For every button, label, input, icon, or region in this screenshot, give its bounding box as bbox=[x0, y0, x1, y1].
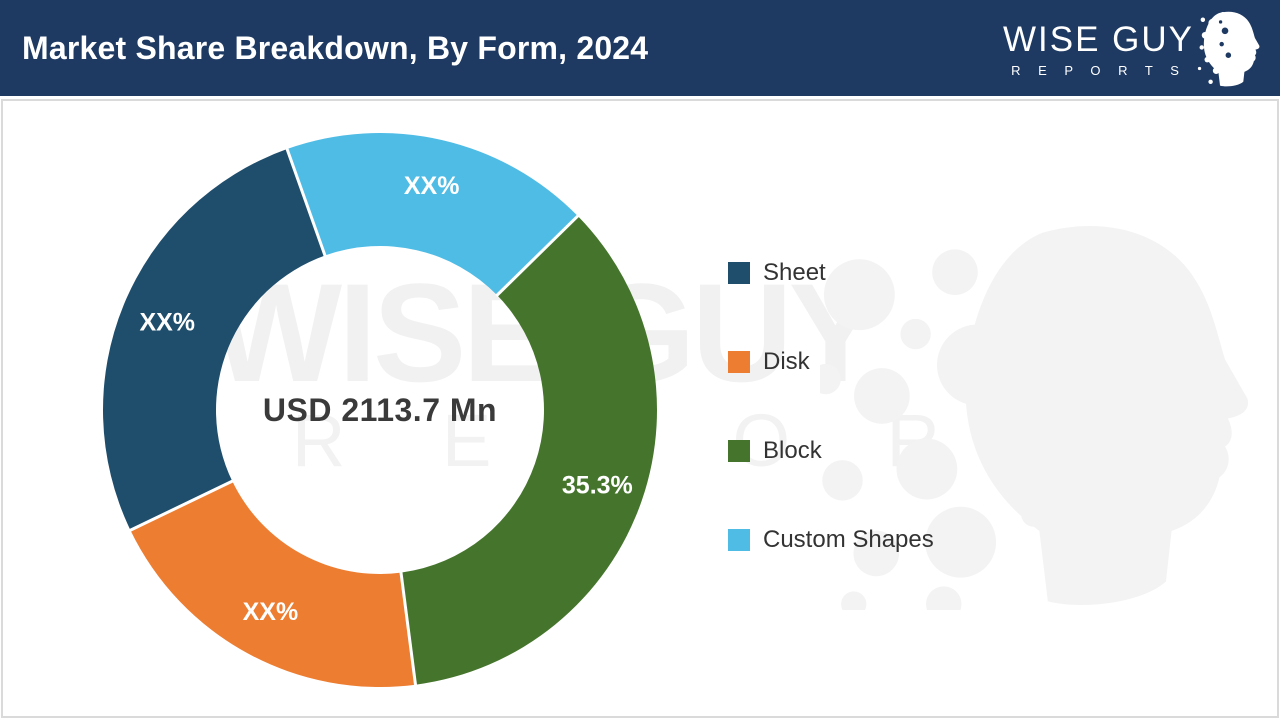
donut-segment-sheet bbox=[103, 149, 325, 531]
legend-swatch bbox=[728, 529, 750, 551]
watermark-head-graphic bbox=[820, 225, 1249, 610]
donut-segment-disk bbox=[130, 481, 416, 687]
legend-label: Sheet bbox=[763, 259, 826, 286]
title-bar: Market Share Breakdown, By Form, 2024 WI… bbox=[0, 0, 1280, 96]
segment-divider bbox=[399, 571, 418, 686]
legend-label: Block bbox=[763, 437, 822, 464]
logo-text: WISE GUY R E P O R T S bbox=[1003, 20, 1194, 78]
logo-wordmark: WISE GUY bbox=[1002, 20, 1194, 59]
legend-item-custom-shapes: Custom Shapes bbox=[728, 525, 934, 555]
page-title: Market Share Breakdown, By Form, 2024 bbox=[22, 29, 649, 66]
legend-item-block: Block bbox=[728, 436, 934, 466]
legend-label: Disk bbox=[763, 348, 810, 375]
logo-head-icon bbox=[1197, 11, 1260, 87]
segment-value-label: XX% bbox=[139, 309, 195, 337]
logo-subtext: R E P O R T S bbox=[1011, 63, 1186, 78]
wise-guy-reports-logo: WISE GUY R E P O R T S bbox=[1003, 0, 1266, 96]
legend-label: Custom Shapes bbox=[763, 526, 934, 553]
legend-swatch bbox=[728, 262, 750, 284]
legend-swatch bbox=[728, 440, 750, 462]
legend-item-disk: Disk bbox=[728, 347, 934, 377]
donut-segment-block bbox=[401, 216, 658, 685]
segment-value-label: 35.3% bbox=[562, 471, 633, 499]
segment-value-label: XX% bbox=[243, 598, 299, 626]
legend-swatch bbox=[728, 351, 750, 373]
donut-segment-custom-shapes bbox=[287, 133, 578, 296]
segment-value-label: XX% bbox=[404, 172, 460, 200]
segment-divider bbox=[128, 479, 234, 532]
legend-item-sheet: Sheet bbox=[728, 258, 934, 288]
chart-legend: Sheet Disk Block Custom Shapes bbox=[728, 258, 934, 555]
segment-divider bbox=[495, 214, 580, 297]
donut-center-value: USD 2113.7 Mn bbox=[262, 392, 498, 428]
segment-divider bbox=[285, 147, 327, 257]
